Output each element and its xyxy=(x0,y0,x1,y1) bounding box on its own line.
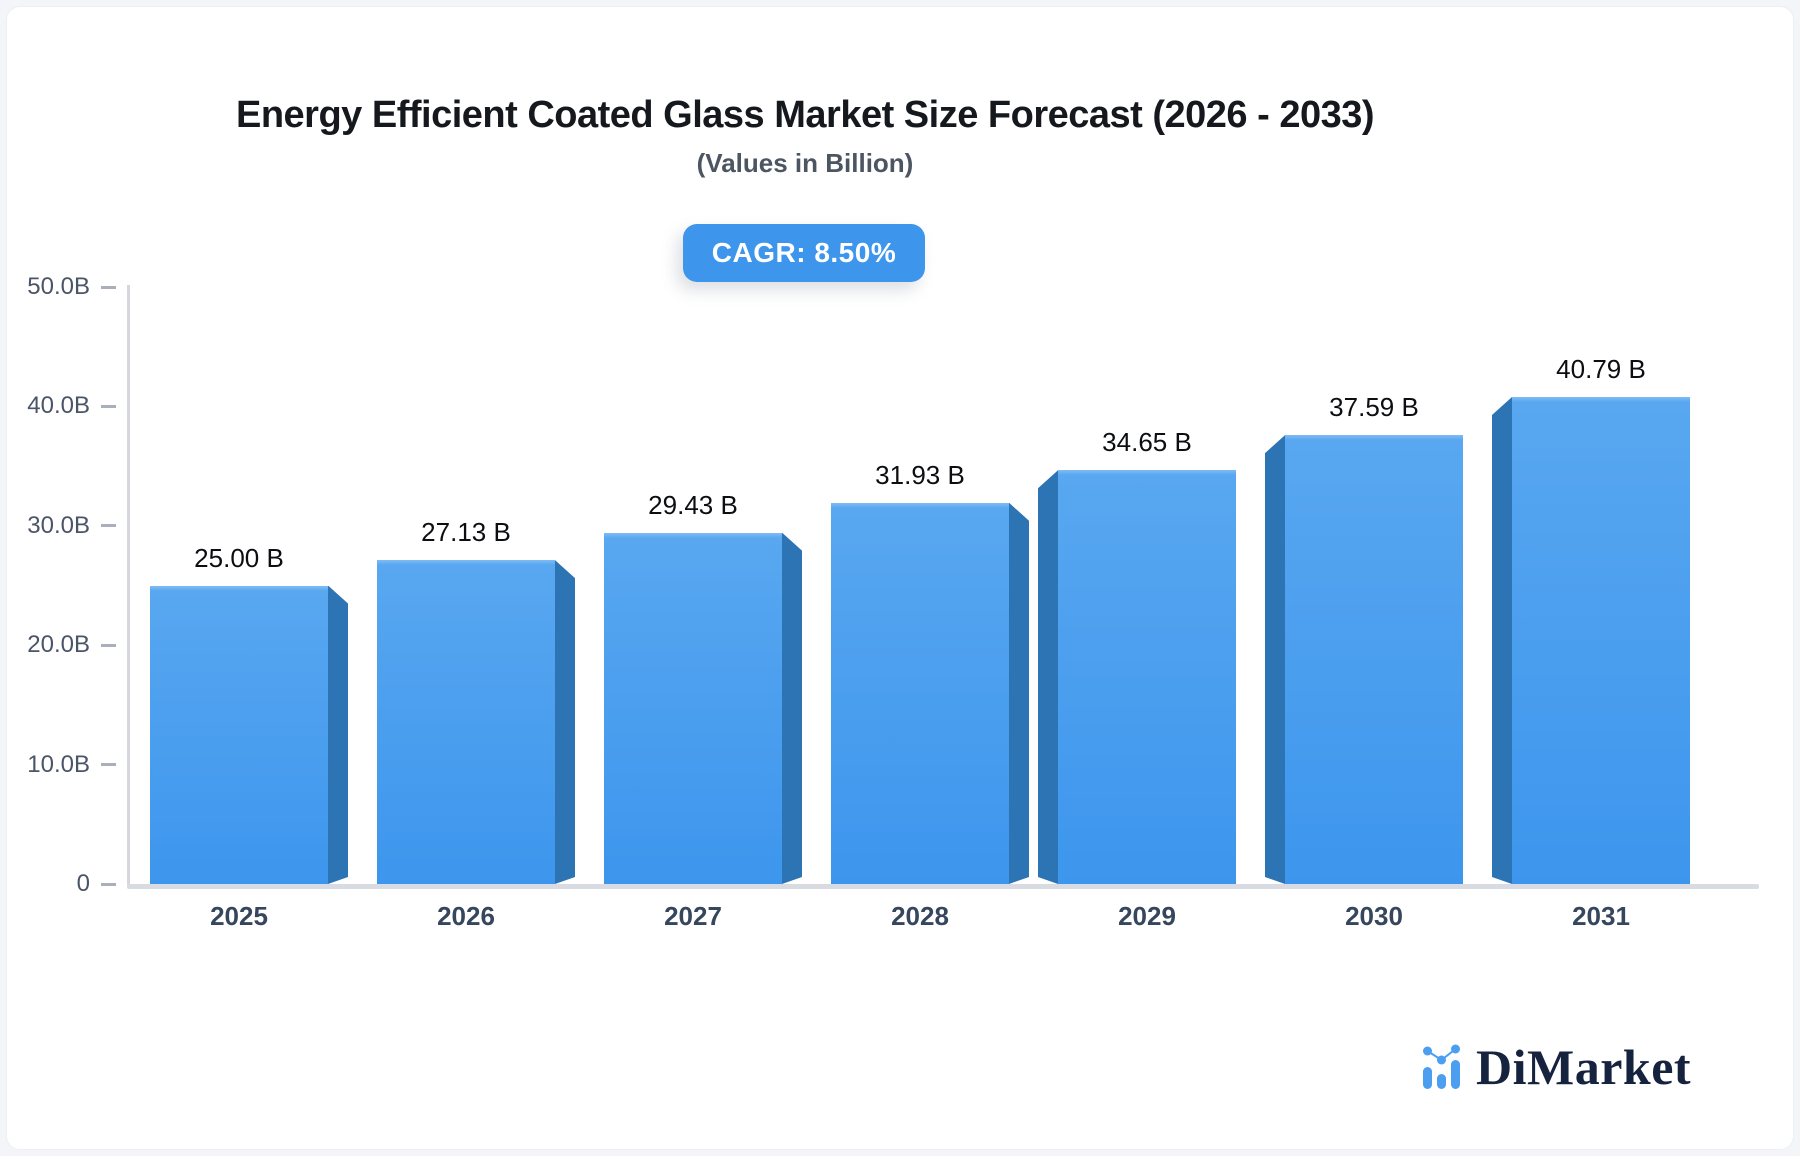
bar-side-2026 xyxy=(555,560,575,884)
bar-value-label: 40.79 B xyxy=(1556,353,1646,384)
chart-title: Energy Efficient Coated Glass Market Siz… xyxy=(235,94,1375,136)
y-axis-label: 50.0B xyxy=(27,273,90,300)
y-axis-tick xyxy=(101,882,116,886)
bar-value-label: 27.13 B xyxy=(421,517,511,548)
bar-2029[interactable] xyxy=(1058,470,1236,884)
y-axis-label: 20.0B xyxy=(27,631,90,659)
y-axis-tick xyxy=(101,763,116,767)
bar-value-label: 37.59 B xyxy=(1329,392,1419,423)
bar-2028[interactable] xyxy=(831,502,1009,884)
y-axis-label: 0 xyxy=(76,870,90,897)
bar-side-2031 xyxy=(1492,397,1512,884)
bar-chart-logo-icon xyxy=(1423,1044,1460,1089)
chart-subtitle: (Values in Billion) xyxy=(696,148,914,178)
bar-side-2027 xyxy=(782,533,802,884)
y-axis-tick xyxy=(101,404,116,408)
brand-logo-text: DiMarket xyxy=(1476,1039,1692,1095)
x-axis-baseline xyxy=(127,884,1759,889)
brand-logo: DiMarket xyxy=(1420,1038,1710,1108)
bar-side-2030 xyxy=(1265,435,1285,884)
x-axis-label: 2026 xyxy=(437,901,495,931)
x-axis-label: 2025 xyxy=(210,901,268,931)
y-axis-line xyxy=(127,285,130,886)
bar-side-2025 xyxy=(328,586,348,885)
y-axis-tick xyxy=(101,524,116,528)
bar-value-label: 34.65 B xyxy=(1102,427,1192,458)
bar-2025[interactable] xyxy=(150,585,328,884)
y-axis-label: 40.0B xyxy=(27,392,90,420)
x-axis-label: 2030 xyxy=(1345,901,1403,931)
bar-side-2029 xyxy=(1038,470,1058,884)
bar-side-2028 xyxy=(1009,503,1029,884)
x-axis-label: 2031 xyxy=(1572,901,1630,931)
x-axis-label: 2029 xyxy=(1118,901,1176,931)
bar-2026[interactable] xyxy=(377,560,555,884)
x-axis-label: 2027 xyxy=(664,901,722,931)
y-axis-tick xyxy=(101,643,116,647)
bar-value-label: 25.00 B xyxy=(194,542,284,573)
bar-2027[interactable] xyxy=(604,532,782,884)
y-axis-label: 30.0B xyxy=(27,511,90,539)
y-axis-label: 10.0B xyxy=(27,750,90,778)
cagr-badge: CAGR: 8.50% xyxy=(683,224,925,282)
bar-value-label: 31.93 B xyxy=(875,459,965,490)
x-axis-label: 2028 xyxy=(891,901,949,931)
bar-2031[interactable] xyxy=(1512,396,1690,884)
y-axis-tick xyxy=(101,285,116,289)
bar-2030[interactable] xyxy=(1285,435,1463,884)
bar-value-label: 29.43 B xyxy=(648,489,738,520)
